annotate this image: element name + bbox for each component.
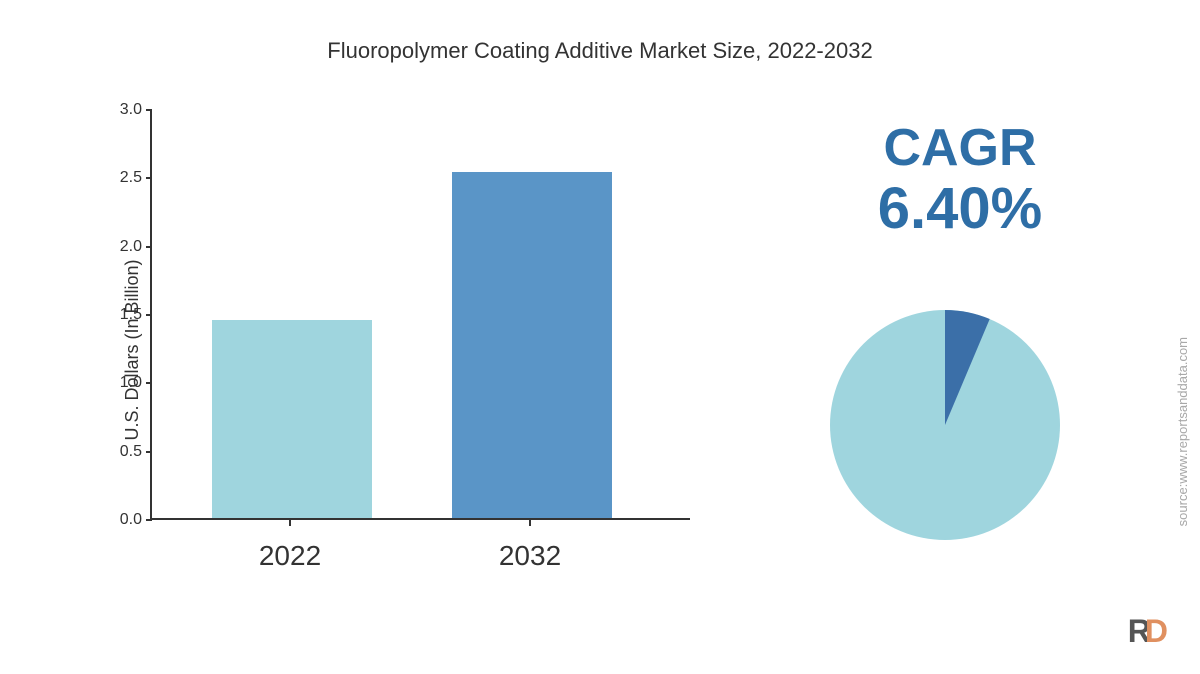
ytick-0: 0.0 (110, 511, 142, 529)
source-text: source:www.reportsanddata.com (1175, 337, 1190, 526)
cagr-value: 6.40% (800, 177, 1120, 241)
logo: RD (1128, 613, 1170, 650)
ytick-1: 0.5 (110, 443, 142, 461)
plot-area (150, 110, 690, 520)
bar-2022 (212, 320, 372, 518)
ytick-2: 1.0 (110, 374, 142, 392)
bar-chart: U.S. Dollars (In Billion) 0.0 0.5 1.0 1.… (90, 110, 710, 590)
cagr-block: CAGR 6.40% (800, 120, 1120, 241)
pie-chart (830, 310, 1060, 545)
ytick-3: 1.5 (110, 306, 142, 324)
xtick-mark (289, 520, 291, 526)
xcat-2022: 2022 (259, 540, 321, 572)
cagr-label: CAGR (800, 120, 1120, 177)
xcat-2032: 2032 (499, 540, 561, 572)
y-axis-label: U.S. Dollars (In Billion) (122, 259, 143, 440)
pie-svg (830, 310, 1060, 540)
ytick-6: 3.0 (110, 101, 142, 119)
ytick-4: 2.0 (110, 238, 142, 256)
chart-title: Fluoropolymer Coating Additive Market Si… (0, 0, 1200, 64)
bar-2032 (452, 172, 612, 518)
ytick-5: 2.5 (110, 169, 142, 187)
logo-d: D (1145, 613, 1166, 650)
xtick-mark (529, 520, 531, 526)
